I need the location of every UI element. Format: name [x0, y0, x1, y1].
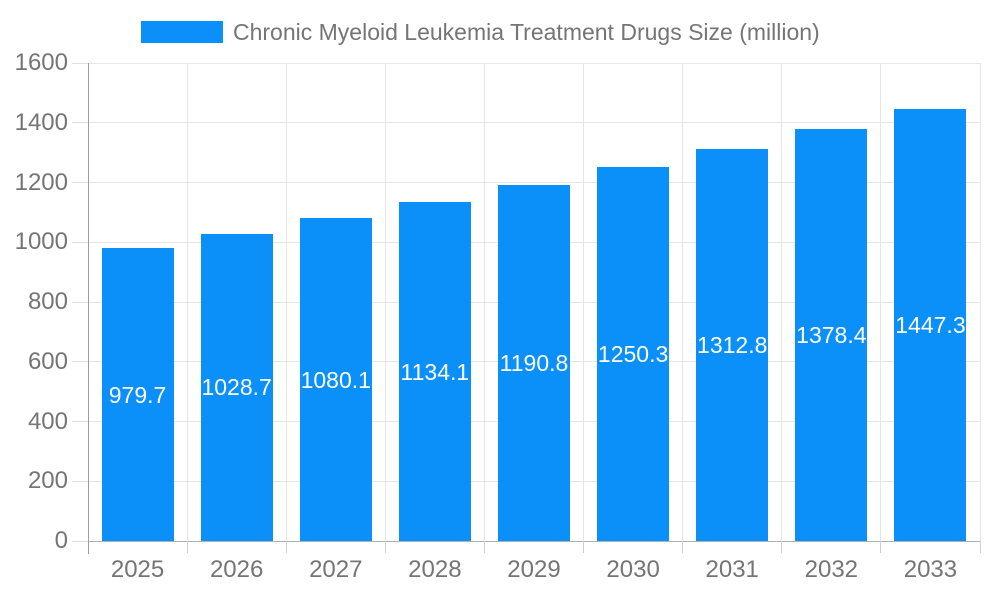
y-axis-tick-label: 0 — [54, 527, 68, 554]
x-gridline — [186, 63, 188, 541]
x-axis-category-label: 2033 — [903, 556, 958, 583]
x-axis-tick — [979, 541, 981, 553]
x-gridline — [384, 63, 386, 541]
bar-value-label: 1190.8 — [499, 350, 569, 377]
x-axis-tick — [483, 541, 485, 553]
x-axis-category-label: 2030 — [606, 556, 660, 583]
bar-value-label: 1312.8 — [697, 331, 768, 358]
y-axis-tick — [72, 421, 88, 422]
y-axis-tick — [72, 540, 88, 542]
x-gridline — [682, 63, 684, 541]
x-gridline — [285, 63, 287, 541]
y-gridline — [88, 62, 980, 64]
y-axis-tick — [72, 122, 88, 124]
x-axis-tick — [285, 541, 287, 553]
y-axis-tick — [72, 62, 88, 64]
bar-2028[interactable] — [398, 202, 471, 541]
bar-2033[interactable] — [894, 108, 967, 541]
x-axis-category-label: 2025 — [110, 556, 165, 583]
y-axis-tick — [72, 182, 88, 183]
y-axis-tick-label: 600 — [27, 347, 68, 375]
y-axis-tick-label: 1600 — [14, 49, 68, 76]
bar-value-label: 1028.7 — [201, 374, 272, 401]
x-axis-tick — [682, 541, 684, 553]
x-axis-category-label: 2026 — [209, 556, 264, 583]
y-axis-tick — [72, 301, 88, 303]
y-gridline — [88, 182, 980, 183]
legend-series-label[interactable]: Chronic Myeloid Leukemia Treatment Drugs… — [233, 19, 820, 45]
y-axis-tick — [72, 361, 88, 363]
bar-2026[interactable] — [200, 233, 273, 541]
bar-value-label: 1134.1 — [400, 358, 470, 385]
y-axis-tick — [72, 480, 88, 482]
bar-value-label: 1080.1 — [300, 366, 371, 393]
x-gridline — [880, 63, 882, 541]
x-axis-category-label: 2027 — [309, 556, 363, 583]
legend[interactable]: Chronic Myeloid Leukemia Treatment Drugs… — [141, 18, 820, 46]
legend-swatch[interactable] — [141, 21, 223, 43]
y-axis-tick-label: 1000 — [14, 228, 68, 256]
x-axis-category-label: 2031 — [705, 556, 759, 583]
x-axis-baseline — [88, 540, 980, 542]
x-axis-tick — [186, 541, 188, 553]
x-axis-tick — [880, 541, 882, 553]
bar-2030[interactable] — [597, 167, 670, 541]
bar-2031[interactable] — [696, 148, 769, 541]
x-axis-category-label: 2029 — [507, 556, 561, 583]
x-axis-tick — [583, 541, 585, 553]
x-gridline — [781, 63, 783, 541]
y-axis-tick-label: 800 — [27, 288, 68, 315]
x-gridline — [979, 63, 981, 541]
bar-2032[interactable] — [795, 129, 868, 541]
y-axis-tick-label: 1400 — [14, 108, 68, 136]
x-axis-category-label: 2032 — [804, 556, 859, 583]
y-axis-line — [87, 63, 89, 554]
x-axis-tick — [384, 541, 386, 553]
bar-value-label: 1447.3 — [895, 311, 966, 338]
x-axis-tick — [781, 541, 783, 553]
y-axis-tick-label: 400 — [27, 407, 68, 435]
bar-2027[interactable] — [299, 218, 372, 541]
y-axis-tick-label: 1200 — [14, 168, 68, 196]
x-gridline — [583, 63, 585, 541]
bar-value-label: 1250.3 — [597, 341, 669, 368]
x-gridline — [483, 63, 485, 541]
bar-value-label: 979.7 — [108, 381, 167, 408]
bar-value-label: 1378.4 — [796, 322, 867, 349]
x-axis-category-label: 2028 — [408, 556, 462, 583]
y-axis-tick-label: 200 — [27, 467, 68, 495]
bar-2029[interactable] — [498, 185, 570, 541]
y-gridline — [88, 122, 980, 124]
y-axis-tick — [72, 241, 88, 243]
bar-2025[interactable] — [101, 248, 174, 541]
